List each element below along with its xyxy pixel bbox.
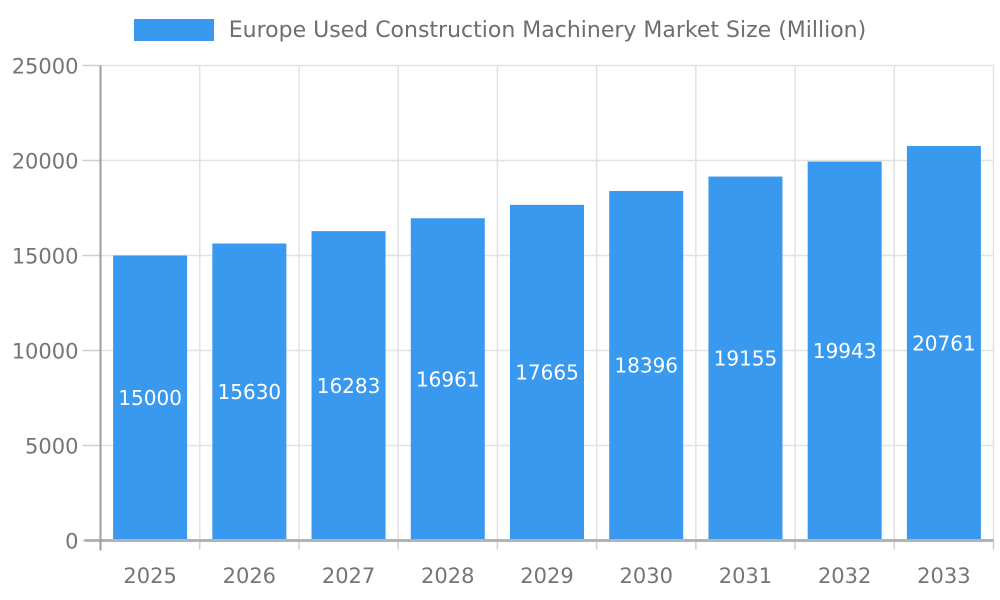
bar-value-label: 15630 [218,380,282,404]
bar [113,255,188,541]
bar [510,204,584,541]
x-tick-label: 2025 [123,564,176,588]
bar-value-label: 16961 [416,367,480,391]
y-tick-label: 20000 [12,150,79,174]
bar-value-label: 20761 [912,331,976,355]
y-tick-label: 0 [65,530,78,554]
bar [410,218,485,541]
y-tick-label: 15000 [12,245,79,269]
bar [212,243,287,541]
bar [609,190,684,541]
x-tick-label: 2027 [322,564,375,588]
y-tick-label: 5000 [25,435,78,459]
bar-value-label: 15000 [118,386,182,410]
bar-value-label: 19155 [714,347,778,371]
x-tick-label: 2031 [719,564,772,588]
bar-value-label: 17665 [515,361,579,385]
bar [906,146,981,541]
x-tick-label: 2028 [421,564,474,588]
bar-value-label: 18396 [614,354,678,378]
bar [807,161,882,541]
bar [311,231,386,541]
bar-value-label: 19943 [813,339,877,363]
bar-value-label: 16283 [317,374,381,398]
x-tick-label: 2030 [619,564,672,588]
x-tick-label: 2029 [520,564,573,588]
x-tick-label: 2032 [818,564,871,588]
bar [708,176,783,541]
y-tick-label: 25000 [12,55,79,79]
x-tick-label: 2033 [917,564,970,588]
y-tick-label: 10000 [12,340,79,364]
x-tick-label: 2026 [223,564,276,588]
